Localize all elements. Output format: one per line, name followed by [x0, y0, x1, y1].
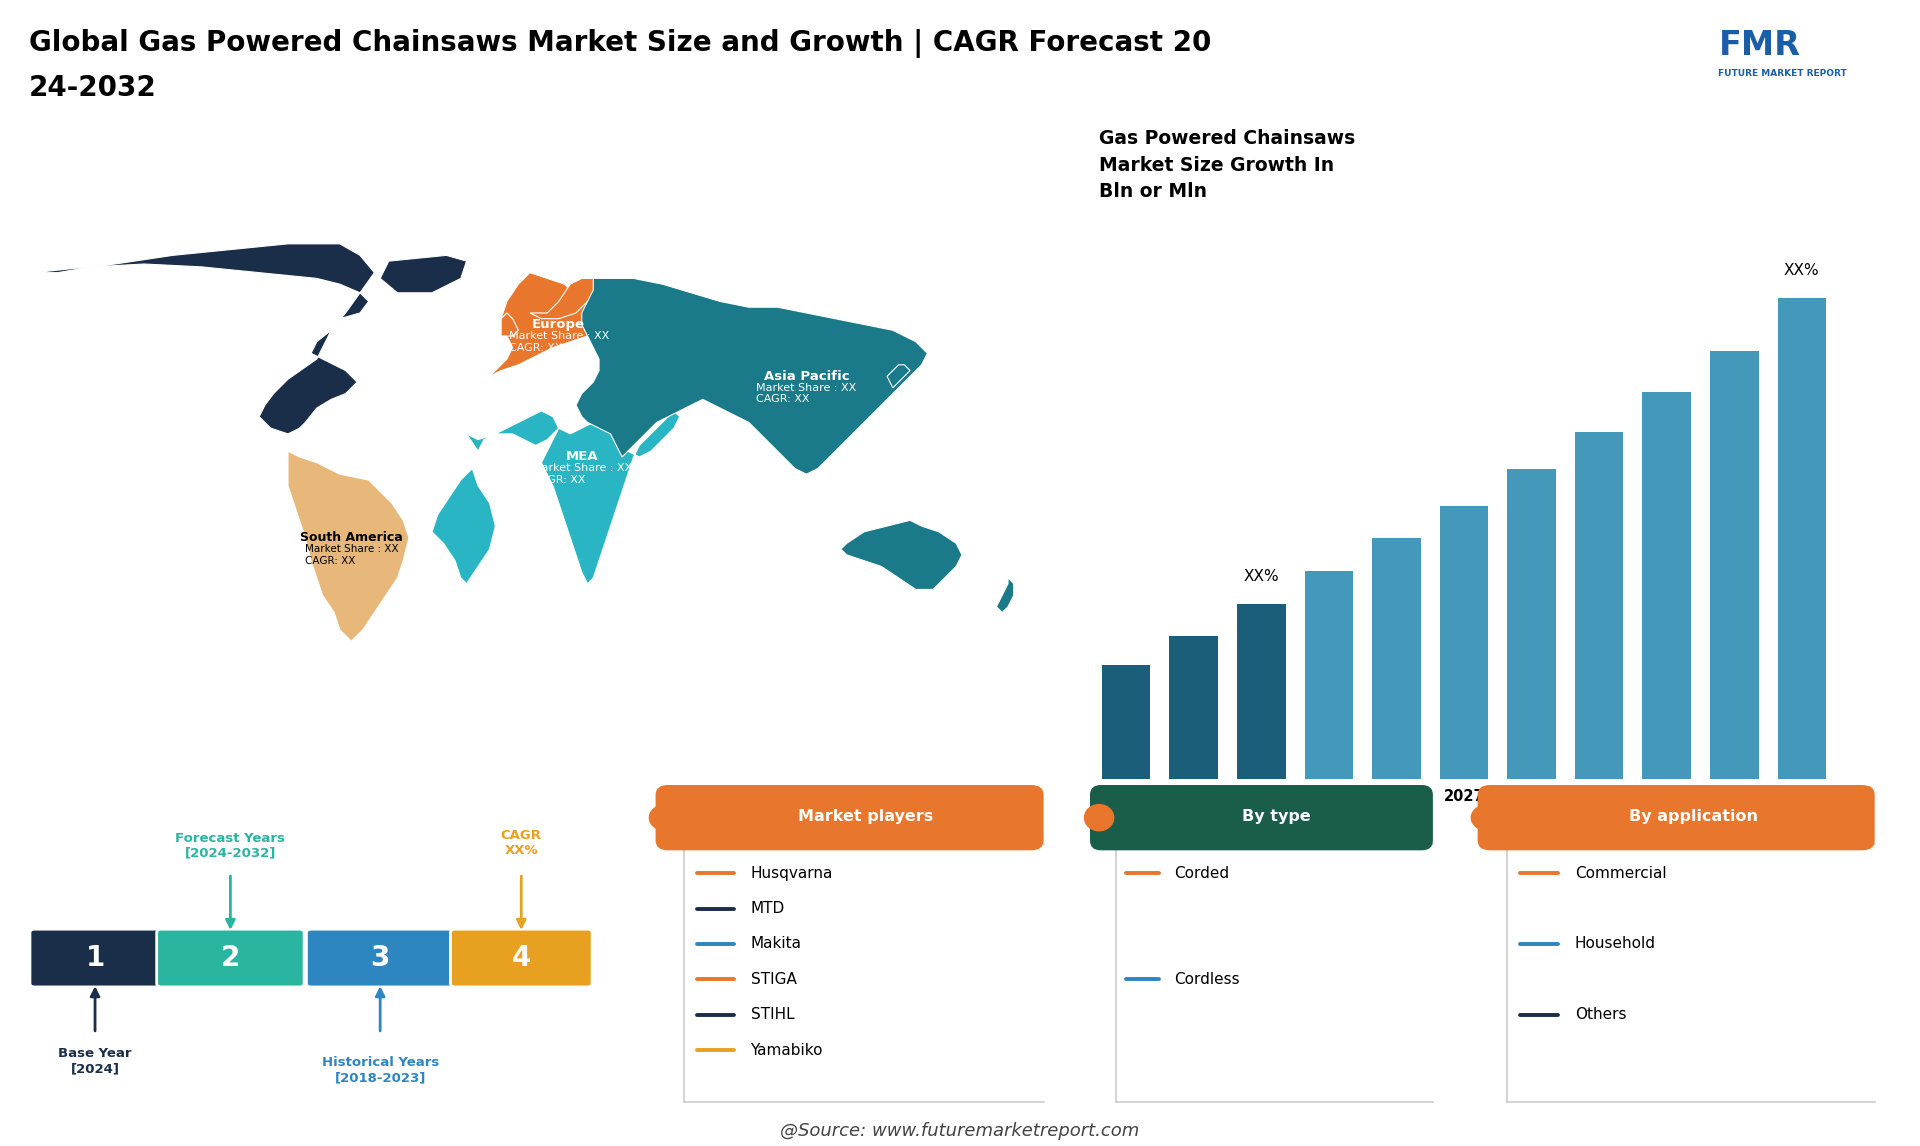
Bar: [1507, 469, 1555, 779]
Text: XX%: XX%: [1784, 264, 1820, 278]
Polygon shape: [530, 278, 599, 319]
Text: 24-2032: 24-2032: [29, 74, 157, 102]
FancyBboxPatch shape: [1091, 785, 1432, 850]
Polygon shape: [380, 256, 467, 292]
Text: 4: 4: [511, 944, 532, 972]
Text: South America: South America: [300, 531, 403, 544]
Text: FMR: FMR: [1718, 29, 1801, 62]
Text: 3: 3: [371, 944, 390, 972]
Text: FUTURE MARKET REPORT: FUTURE MARKET REPORT: [1718, 69, 1847, 78]
Text: Husqvarna: Husqvarna: [751, 865, 833, 880]
Text: Household: Household: [1574, 936, 1655, 951]
Polygon shape: [288, 452, 409, 642]
Polygon shape: [35, 244, 374, 434]
Text: Market Share : XX
CAGR: XX: Market Share : XX CAGR: XX: [305, 544, 397, 566]
Bar: [1373, 539, 1421, 779]
Polygon shape: [501, 313, 518, 336]
Text: By application: By application: [1628, 809, 1757, 824]
FancyBboxPatch shape: [307, 929, 453, 987]
Text: CAGR
XX%: CAGR XX%: [501, 830, 541, 857]
Circle shape: [1085, 804, 1114, 831]
Text: By type: By type: [1242, 809, 1311, 824]
Text: Commercial: Commercial: [1574, 865, 1667, 880]
Text: Forecast Years
[2024-2032]: Forecast Years [2024-2032]: [175, 832, 286, 860]
Bar: [1102, 665, 1150, 779]
Text: Historical Years
[2018-2023]: Historical Years [2018-2023]: [321, 1057, 440, 1084]
Bar: [1169, 636, 1217, 779]
FancyBboxPatch shape: [451, 929, 591, 987]
Text: MTD: MTD: [751, 901, 785, 916]
Text: Market Share : XX
CAGR: XX: Market Share : XX CAGR: XX: [509, 331, 609, 353]
Text: Market Share : XX
CAGR: XX: Market Share : XX CAGR: XX: [532, 463, 632, 485]
Text: 2: 2: [221, 944, 240, 972]
Text: @Source: www.futuremarketreport.com: @Source: www.futuremarketreport.com: [780, 1122, 1140, 1140]
Circle shape: [1471, 804, 1505, 831]
Text: Market players: Market players: [799, 809, 933, 824]
Bar: [1440, 505, 1488, 779]
Text: 1: 1: [84, 944, 106, 972]
Text: Cordless: Cordless: [1173, 972, 1240, 987]
Bar: [1642, 392, 1692, 779]
Text: Yamabiko: Yamabiko: [751, 1043, 824, 1058]
Text: Global Gas Powered Chainsaws Market Size and Growth | CAGR Forecast 20: Global Gas Powered Chainsaws Market Size…: [29, 29, 1212, 57]
Bar: [1304, 571, 1354, 779]
Circle shape: [649, 804, 682, 831]
Text: Others: Others: [1574, 1007, 1626, 1022]
FancyBboxPatch shape: [31, 929, 159, 987]
Polygon shape: [887, 364, 910, 387]
Text: Base Year
[2024]: Base Year [2024]: [58, 1047, 132, 1075]
Polygon shape: [490, 273, 599, 376]
Text: Corded: Corded: [1173, 865, 1229, 880]
Text: STIGA: STIGA: [751, 972, 797, 987]
Bar: [1574, 432, 1624, 779]
Text: XX%: XX%: [1244, 570, 1279, 584]
Bar: [1778, 298, 1826, 779]
Text: Market Share : XX
CAGR: XX: Market Share : XX CAGR: XX: [180, 343, 280, 364]
Text: North
America: North America: [198, 321, 263, 352]
FancyBboxPatch shape: [1478, 785, 1874, 850]
Text: Makita: Makita: [751, 936, 801, 951]
FancyBboxPatch shape: [655, 785, 1044, 850]
Polygon shape: [576, 278, 927, 474]
Text: Market Share : XX
CAGR: XX: Market Share : XX CAGR: XX: [756, 383, 856, 405]
Polygon shape: [841, 520, 962, 589]
Text: STIHL: STIHL: [751, 1007, 795, 1022]
Polygon shape: [432, 411, 680, 583]
FancyBboxPatch shape: [157, 929, 303, 987]
Bar: [1711, 351, 1759, 779]
Text: Gas Powered Chainsaws
Market Size Growth In
Bln or Mln: Gas Powered Chainsaws Market Size Growth…: [1098, 129, 1356, 201]
Text: Europe: Europe: [532, 317, 586, 331]
Bar: [1236, 604, 1286, 779]
Text: Asia Pacific: Asia Pacific: [764, 370, 849, 383]
Text: MEA: MEA: [566, 450, 597, 463]
Polygon shape: [996, 578, 1014, 612]
